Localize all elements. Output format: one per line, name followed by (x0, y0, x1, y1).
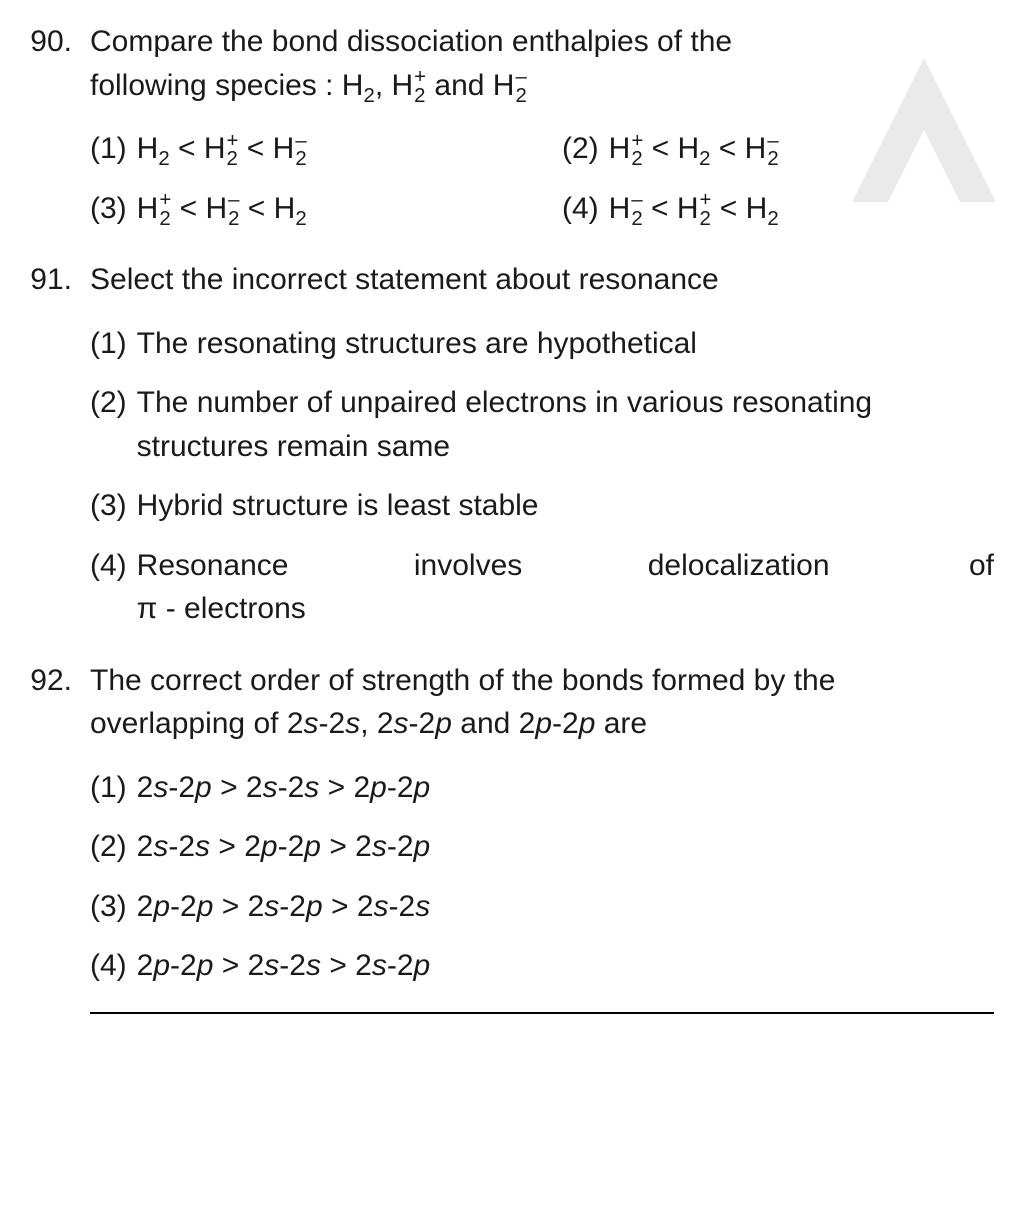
q90-stem-species: H2, H+2 and H–2 (342, 69, 527, 102)
q90-stem-line1: Compare the bond dissociation enthalpies… (90, 25, 732, 58)
q92-o1-text: 2s-2p > 2s-2s > 2p-2p (137, 766, 994, 810)
q91-o4-word-d: of (955, 544, 994, 588)
q92-o2-text: 2s-2s > 2p-2p > 2s-2p (137, 825, 994, 869)
q91-o4-label: (4) (90, 544, 137, 588)
q91-number: 91. (20, 258, 90, 631)
q91-option-4: (4) Resonance involves delocalization of… (90, 544, 994, 631)
q92-options: (1) 2s-2p > 2s-2s > 2p-2p (2) 2s-2s > 2p… (90, 766, 994, 988)
question-92: 92. The correct order of strength of the… (20, 659, 994, 1014)
q91-o1-label: (1) (90, 322, 137, 366)
q92-stem-orbitals: 2s-2s, 2s-2p and 2p-2p (287, 707, 596, 740)
q90-o2-label: (2) (562, 127, 609, 171)
q90-row2: (3) H+2 < H–2 < H2 (4) H–2 < H+2 < H2 (90, 187, 994, 231)
q91-option-3: (3) Hybrid structure is least stable (90, 484, 994, 528)
q91-o4-text: Resonance involves delocalization of π -… (137, 544, 994, 631)
q92-stem-suffix: are (595, 707, 647, 740)
q91-o1-text: The resonating structures are hypothetic… (137, 322, 994, 366)
q90-o4-text: H–2 < H+2 < H2 (609, 187, 994, 231)
q91-o4-word-b: involves (414, 544, 522, 588)
q91-o2-text: The number of unpaired electrons in vari… (137, 381, 994, 468)
q91-o4-word-a: Resonance (137, 544, 289, 588)
q92-o3-text: 2p-2p > 2s-2p > 2s-2s (137, 885, 994, 929)
q92-o4-label: (4) (90, 944, 137, 988)
q92-o3-label: (3) (90, 885, 137, 929)
q90-o3-label: (3) (90, 187, 137, 231)
q92-stem: The correct order of strength of the bon… (90, 659, 994, 746)
q90-o1-text: H2 < H+2 < H–2 (137, 127, 522, 171)
q91-body: Select the incorrect statement about res… (90, 258, 994, 631)
q90-stem: Compare the bond dissociation enthalpies… (90, 20, 994, 107)
q90-o2-text: H+2 < H2 < H–2 (609, 127, 994, 171)
q92-body: The correct order of strength of the bon… (90, 659, 994, 1014)
q92-o4-text: 2p-2p > 2s-2s > 2s-2p (137, 944, 994, 988)
q91-o2-label: (2) (90, 381, 137, 425)
q92-o1-label: (1) (90, 766, 137, 810)
q91-option-2: (2) The number of unpaired electrons in … (90, 381, 994, 468)
divider-rule (90, 1012, 994, 1014)
q90-o4-label: (4) (562, 187, 609, 231)
q92-number: 92. (20, 659, 90, 1014)
q90-option-3: (3) H+2 < H–2 < H2 (90, 187, 522, 231)
q92-o2-label: (2) (90, 825, 137, 869)
q90-o3-text: H+2 < H–2 < H2 (137, 187, 522, 231)
q92-option-3: (3) 2p-2p > 2s-2p > 2s-2s (90, 885, 994, 929)
q91-options: (1) The resonating structures are hypoth… (90, 322, 994, 631)
q91-o3-label: (3) (90, 484, 137, 528)
q92-option-2: (2) 2s-2s > 2p-2p > 2s-2p (90, 825, 994, 869)
q91-stem: Select the incorrect statement about res… (90, 258, 994, 302)
q90-number: 90. (20, 20, 90, 230)
q90-row1: (1) H2 < H+2 < H–2 (2) H+2 < H2 < H–2 (90, 127, 994, 171)
q91-o4-line2: π - electrons (137, 592, 306, 625)
q90-body: Compare the bond dissociation enthalpies… (90, 20, 994, 230)
q90-stem-line2-prefix: following species : (90, 69, 342, 102)
q92-option-1: (1) 2s-2p > 2s-2s > 2p-2p (90, 766, 994, 810)
q90-option-4: (4) H–2 < H+2 < H2 (562, 187, 994, 231)
q91-o3-text: Hybrid structure is least stable (137, 484, 994, 528)
q90-o1-label: (1) (90, 127, 137, 171)
q91-option-1: (1) The resonating structures are hypoth… (90, 322, 994, 366)
q90-option-1: (1) H2 < H+2 < H–2 (90, 127, 522, 171)
q90-option-2: (2) H+2 < H2 < H–2 (562, 127, 994, 171)
q91-o4-word-c: delocalization (648, 544, 830, 588)
q90-options: (1) H2 < H+2 < H–2 (2) H+2 < H2 < H–2 (3… (90, 127, 994, 230)
question-91: 91. Select the incorrect statement about… (20, 258, 994, 631)
question-90: 90. Compare the bond dissociation enthal… (20, 20, 994, 230)
q92-option-4: (4) 2p-2p > 2s-2s > 2s-2p (90, 944, 994, 988)
